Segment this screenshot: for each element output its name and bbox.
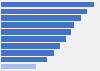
Bar (1, 15, 81, 21)
Bar (1, 43, 60, 49)
Bar (1, 50, 54, 56)
Bar (1, 64, 36, 69)
Bar (1, 22, 74, 28)
Bar (1, 57, 47, 62)
Bar (1, 29, 71, 35)
Bar (1, 2, 94, 7)
Bar (1, 36, 66, 42)
Bar (1, 9, 86, 14)
